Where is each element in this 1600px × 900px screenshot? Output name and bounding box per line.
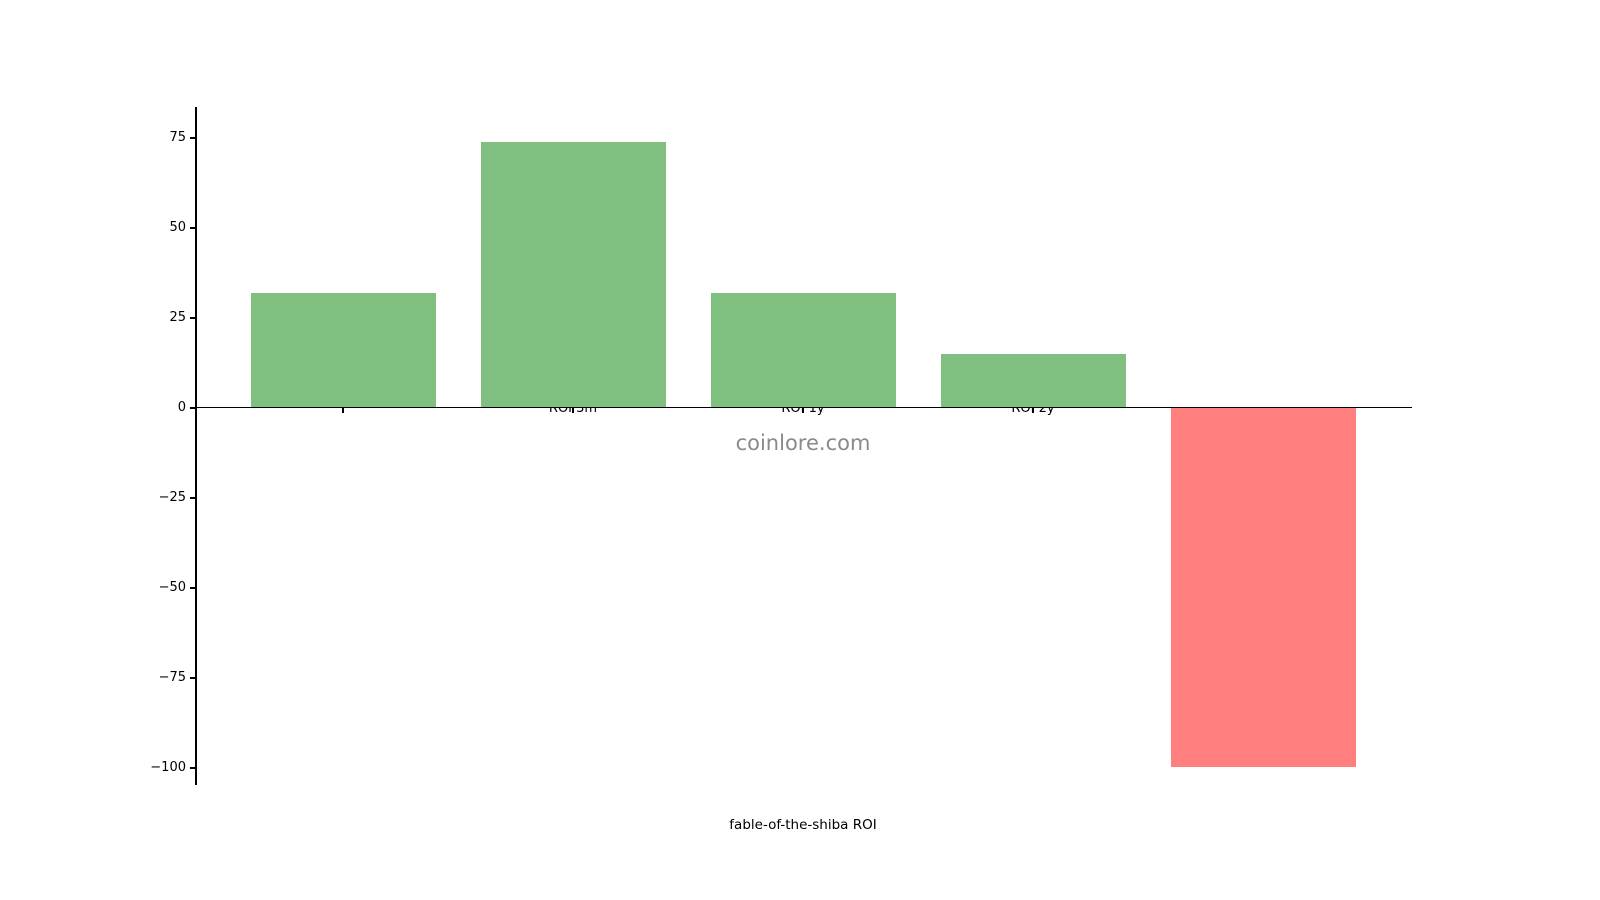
x-tick-mark	[342, 408, 344, 413]
y-tick-mark	[190, 407, 195, 409]
y-tick-mark	[190, 317, 195, 319]
x-axis-line	[195, 406, 1412, 408]
y-tick-label: −75	[158, 670, 186, 685]
y-axis-line	[195, 107, 197, 785]
watermark: coinlore.com	[735, 431, 871, 455]
roi-bar-roi-3m	[480, 141, 666, 408]
y-tick-mark	[190, 137, 195, 139]
y-tick-label: 50	[169, 220, 186, 235]
y-tick-label: 25	[169, 310, 186, 325]
y-tick-mark	[190, 587, 195, 589]
x-tick-mark	[572, 408, 574, 413]
y-tick-mark	[190, 677, 195, 679]
y-tick-mark	[190, 767, 195, 769]
y-tick-label: 75	[169, 130, 186, 145]
roi-bar-roi-2y	[940, 354, 1126, 408]
roi-bar-4	[1170, 407, 1356, 767]
x-tick-mark	[1032, 408, 1034, 413]
y-tick-mark	[190, 497, 195, 499]
roi-bar-0	[250, 292, 436, 408]
chart-title: fable-of-the-shiba ROI	[729, 817, 877, 833]
y-tick-label: −100	[150, 760, 186, 775]
x-tick-mark	[802, 408, 804, 413]
y-tick-label: −50	[158, 580, 186, 595]
y-tick-label: −25	[158, 490, 186, 505]
y-tick-label: 0	[177, 400, 186, 415]
roi-bar-roi-1y	[710, 292, 896, 408]
y-tick-mark	[190, 227, 195, 229]
